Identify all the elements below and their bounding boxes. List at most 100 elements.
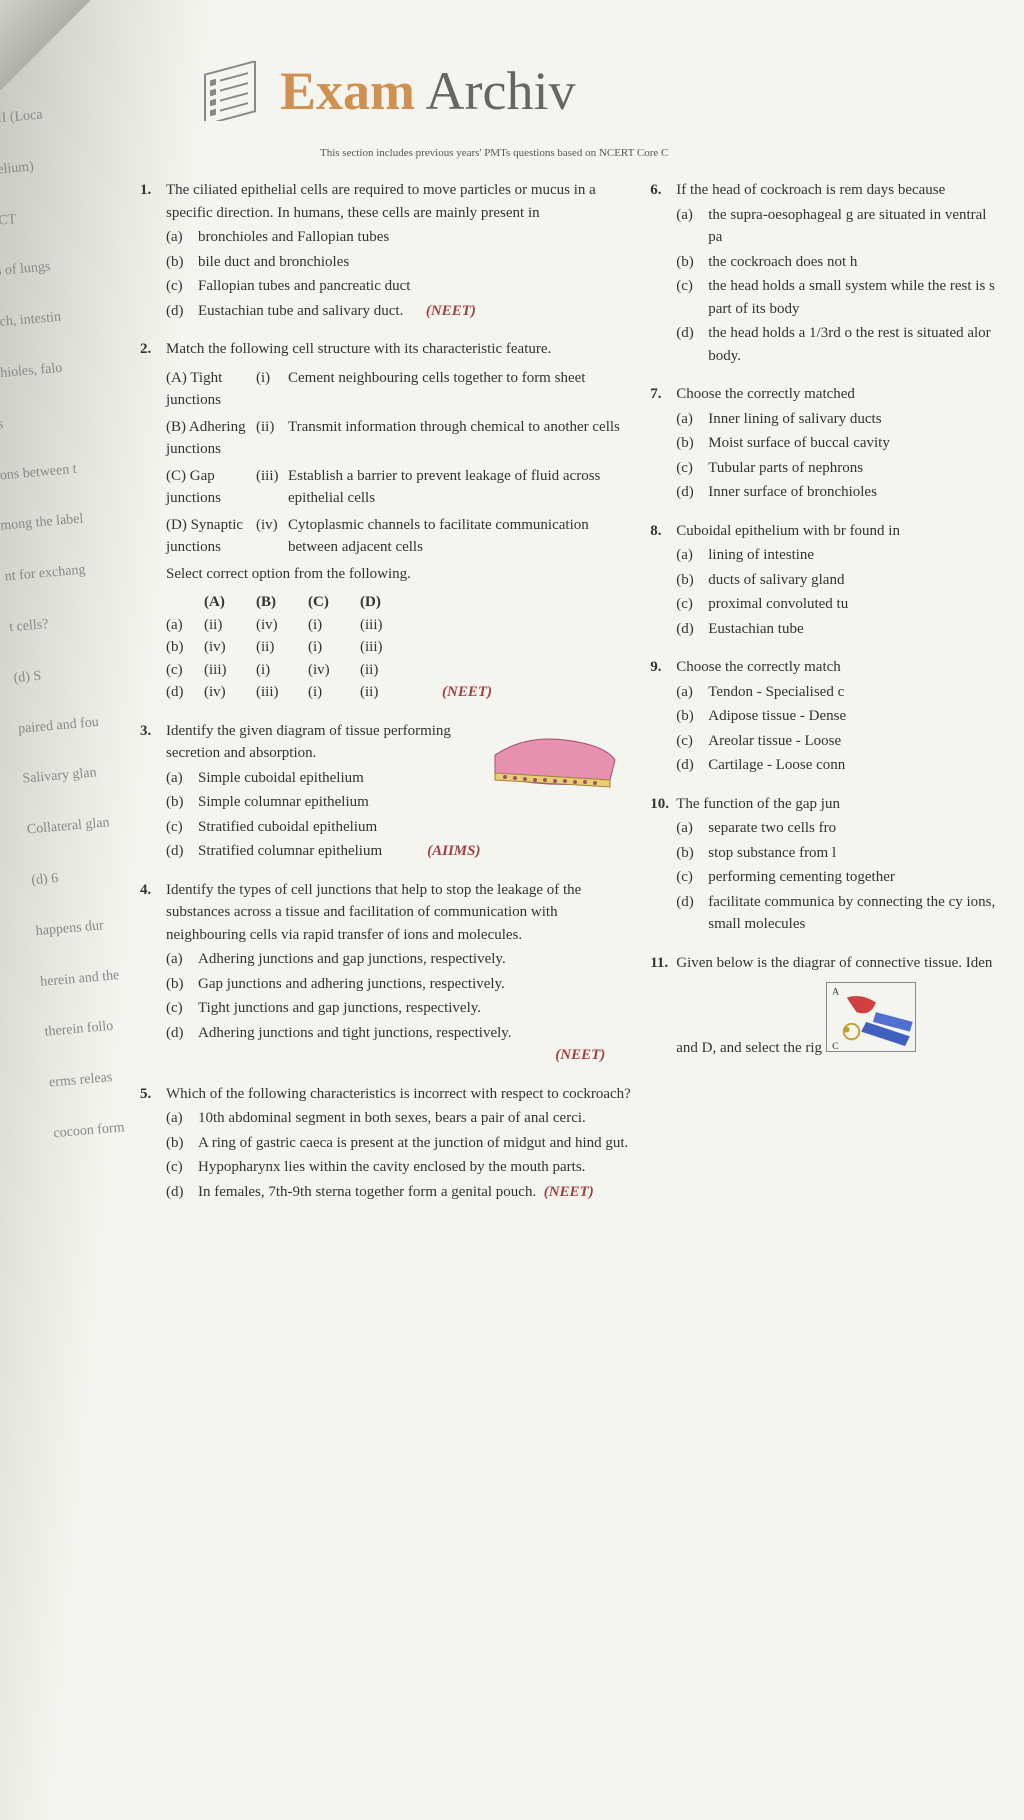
grid-header: (B) xyxy=(256,591,308,614)
grid-cell: (i) xyxy=(308,636,360,659)
option-text: Gap junctions and adhering junctions, re… xyxy=(198,973,505,996)
grid-cell: (iii) xyxy=(360,614,412,637)
grid-header: (C) xyxy=(308,591,360,614)
spine-line: sacs of lungs xyxy=(0,249,99,290)
option-text: Stratified cuboidal epithelium xyxy=(198,816,377,839)
option-label: (d) xyxy=(676,618,708,641)
question-number: 6. xyxy=(650,179,676,367)
option-text: Adipose tissue - Dense xyxy=(708,705,846,728)
grid-cell: (ii) xyxy=(360,659,412,682)
question-4: 4. Identify the types of cell junctions … xyxy=(140,879,635,1067)
question-text: Which of the following characteristics i… xyxy=(166,1086,631,1102)
option-text: Inner surface of bronchioles xyxy=(708,481,877,504)
question-number: 7. xyxy=(650,383,676,504)
option-text: performing cementing together xyxy=(708,866,895,889)
match-col-a: (A) Tight junctions xyxy=(166,367,256,412)
spine-line: (d) 6 xyxy=(30,856,152,897)
aiims-tag: (AIIMS) xyxy=(427,840,480,863)
question-number: 2. xyxy=(140,338,166,704)
option-label: (b) xyxy=(166,791,198,814)
option-label: (d) xyxy=(166,1181,198,1204)
question-8: 8. Cuboidal epithelium with br found in … xyxy=(650,520,1004,641)
option-label: (c) xyxy=(676,730,708,753)
option-label: (b) xyxy=(676,432,708,455)
match-col-a: (D) Synaptic junctions xyxy=(166,514,256,559)
option-label: (b) xyxy=(676,251,708,274)
option-label: (a) xyxy=(676,817,708,840)
grid-cell: (i) xyxy=(308,681,360,704)
option-label: (a) xyxy=(676,544,708,567)
option-text: A ring of gastric caeca is present at th… xyxy=(198,1132,628,1155)
match-col-c: Cytoplasmic channels to facilitate commu… xyxy=(288,514,635,559)
title-exam: Exam xyxy=(280,61,415,121)
option-label: (d) xyxy=(166,1022,198,1045)
option-text: Simple cuboidal epithelium xyxy=(198,767,364,790)
option-label: (b) xyxy=(676,569,708,592)
question-text: The function of the gap jun xyxy=(676,796,840,812)
grid-cell: (iii) xyxy=(360,636,412,659)
question-text: Identify the given diagram of tissue per… xyxy=(166,723,451,762)
option-text: the cockroach does not h xyxy=(708,251,857,274)
option-text: stop substance from l xyxy=(708,842,836,865)
match-col-c: Establish a barrier to prevent leakage o… xyxy=(288,465,635,510)
grid-cell: (iii) xyxy=(204,659,256,682)
option-text: Fallopian tubes and pancreatic duct xyxy=(198,275,410,298)
neet-tag: (NEET) xyxy=(544,1181,594,1204)
option-label: (c) xyxy=(166,816,198,839)
option-label: (a) xyxy=(166,767,198,790)
question-number: 10. xyxy=(650,793,676,936)
spine-line: therein follo xyxy=(43,1008,165,1049)
option-text: Tendon - Specialised c xyxy=(708,681,844,704)
spine-line: happens dur xyxy=(35,906,157,947)
option-text: Eustachian tube xyxy=(708,618,803,641)
neet-tag: (NEET) xyxy=(442,681,492,704)
spine-line: t cells? xyxy=(8,603,130,644)
tissue-diagram xyxy=(485,725,625,795)
page-fold xyxy=(0,0,90,90)
match-col-b: (i) xyxy=(256,367,288,412)
content: 1. The ciliated epithelial cells are req… xyxy=(140,179,1004,1219)
option-label: (b) xyxy=(676,842,708,865)
option-text: Hypopharynx lies within the cavity enclo… xyxy=(198,1156,585,1179)
match-col-b: (iii) xyxy=(256,465,288,510)
grid-cell: (iii) xyxy=(256,681,308,704)
option-text: Adhering junctions and tight junctions, … xyxy=(198,1022,512,1045)
grid-cell: (ii) xyxy=(360,681,412,704)
option-text: Areolar tissue - Loose xyxy=(708,730,841,753)
neet-tag: (NEET) xyxy=(555,1047,605,1063)
option-label: (c) xyxy=(676,457,708,480)
match-col-a: (B) Adhering junctions xyxy=(166,416,256,461)
match-col-a: (C) Gap junctions xyxy=(166,465,256,510)
select-text: Select correct option from the following… xyxy=(166,563,635,586)
neet-tag: (NEET) xyxy=(426,300,476,323)
grid-header: (A) xyxy=(204,591,256,614)
grid-cell: (iv) xyxy=(256,614,308,637)
option-text: bronchioles and Fallopian tubes xyxy=(198,226,389,249)
svg-text:C: C xyxy=(832,1041,838,1052)
spine-line: lumn II (Loca xyxy=(0,97,86,138)
match-col-b: (iv) xyxy=(256,514,288,559)
match-col-c: Cement neighbouring cells together to fo… xyxy=(288,367,635,412)
question-number: 11. xyxy=(650,952,676,1060)
option-text: the head holds a small system while the … xyxy=(708,275,1004,320)
grid-cell: (iv) xyxy=(308,659,360,682)
question-text: The ciliated epithelial cells are requir… xyxy=(166,182,596,221)
option-text: separate two cells fro xyxy=(708,817,836,840)
spine-line: erms releas xyxy=(48,1058,170,1099)
question-text: Choose the correctly match xyxy=(676,659,841,675)
grid-cell: (ii) xyxy=(204,614,256,637)
option-text: Simple columnar epithelium xyxy=(198,791,369,814)
question-text: If the head of cockroach is rem days bec… xyxy=(676,182,945,198)
spine-line: nchioles, falo xyxy=(0,350,108,391)
option-text: bile duct and bronchioles xyxy=(198,251,349,274)
option-text: Inner lining of salivary ducts xyxy=(708,408,881,431)
option-label: (a) xyxy=(676,408,708,431)
left-column: 1. The ciliated epithelial cells are req… xyxy=(140,179,635,1219)
checklist-icon xyxy=(200,61,270,121)
option-label: (c) xyxy=(676,275,708,320)
spine-line: es xyxy=(0,400,113,441)
option-label: (a) xyxy=(676,204,708,249)
option-label: (c) xyxy=(676,593,708,616)
option-text: the supra-oesophageal g are situated in … xyxy=(708,204,1004,249)
option-label: (d) xyxy=(676,322,708,367)
